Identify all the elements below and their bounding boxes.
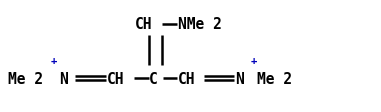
Text: NMe 2: NMe 2 (178, 17, 221, 32)
Text: +: + (251, 56, 257, 65)
Text: +: + (50, 56, 56, 65)
Text: CH: CH (107, 71, 125, 86)
Text: Me 2: Me 2 (8, 71, 43, 86)
Text: Me 2: Me 2 (257, 71, 292, 86)
Text: C: C (149, 71, 158, 86)
Text: N: N (59, 71, 67, 86)
Text: CH: CH (135, 17, 153, 32)
Text: CH: CH (178, 71, 195, 86)
Text: N: N (235, 71, 244, 86)
